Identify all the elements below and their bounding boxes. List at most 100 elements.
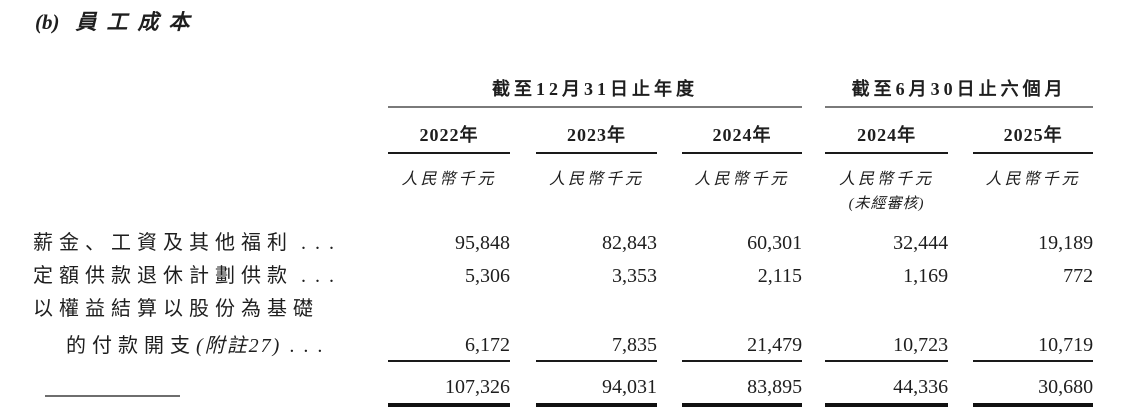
column-gap (802, 361, 825, 405)
footnote-separator-rule (45, 395, 180, 397)
column-gap (948, 225, 973, 258)
cell-value: 772 (1063, 265, 1094, 287)
column-gap (802, 324, 825, 361)
total-value: 44,336 (825, 361, 949, 407)
column-gap (510, 405, 536, 409)
double-rule-segment (973, 405, 1094, 409)
column-gap (510, 258, 536, 291)
column-gap (657, 153, 682, 225)
column-gap (802, 405, 825, 409)
column-gap (948, 324, 973, 361)
double-rule-segment (825, 405, 949, 409)
total-value: 94,031 (536, 361, 657, 407)
column-gap (948, 258, 973, 291)
table-row-salaries: 薪金、工資及其他福利. . . 95,848 82,843 60,301 32,… (30, 225, 1093, 258)
double-rule-segment (388, 405, 510, 409)
year-header-row: 2022年 2023年 2024年 2024年 2025年 (30, 107, 1094, 154)
dot-leader: . . . (301, 232, 336, 254)
column-gap (510, 153, 536, 225)
column-gap (802, 153, 825, 225)
table-row-equity-settled-line2: 的付款開支(附註27). . . 6,172 7,835 21,479 10,7… (30, 324, 1094, 362)
cell-value: 82,843 (602, 232, 657, 254)
dot-leader: . . . (301, 265, 336, 287)
year-header-2022: 2022年 (388, 107, 510, 154)
column-gap (510, 324, 536, 361)
column-gap (510, 225, 536, 258)
section-title-text: 員工成本 (75, 10, 200, 34)
row-label-equity-settled-line2: 的付款開支(附註27). . . (66, 335, 325, 357)
row-label-spacer (30, 153, 388, 225)
table-row-equity-settled-line1: 以權益結算以股份為基礎 (30, 291, 1093, 324)
row-label-spacer (30, 107, 388, 153)
unit-label: 人民幣千元 (839, 171, 935, 188)
row-label-spacer (30, 405, 388, 409)
column-gap (657, 258, 682, 291)
column-gap (948, 361, 973, 405)
column-gap (657, 225, 682, 258)
row-label-salaries: 薪金、工資及其他福利. . . (33, 232, 336, 254)
cell-value: 95,848 (455, 232, 510, 254)
year-header-2023: 2023年 (536, 107, 657, 154)
total-value: 30,680 (973, 361, 1094, 407)
cell-value: 60,301 (747, 232, 803, 254)
column-gap (802, 291, 825, 324)
cell-value: 10,723 (825, 324, 949, 362)
note-27-reference: (附註27) (196, 335, 282, 357)
unit-label: 人民幣千元 (401, 171, 497, 188)
employee-costs-table: 截至12月31日止年度 截至6月30日止六個月 2022年 2023年 2024… (30, 75, 1094, 409)
column-group-header-row: 截至12月31日止年度 截至6月30日止六個月 (30, 75, 1094, 108)
total-value: 83,895 (682, 361, 803, 407)
column-gap (948, 153, 973, 225)
column-gap (802, 225, 825, 258)
column-gap (802, 258, 825, 291)
totals-row: 107,326 94,031 83,895 44,336 30,680 (30, 361, 1094, 407)
double-rule-segment (682, 405, 803, 409)
cell-value: 6,172 (388, 324, 510, 362)
group-header-year-ended-dec31: 截至12月31日止年度 (388, 75, 803, 108)
cell-value: 3,353 (612, 265, 657, 287)
column-gap (802, 107, 825, 153)
cell-value: 21,479 (682, 324, 803, 362)
column-gap (657, 291, 682, 324)
unit-label: 人民幣千元 (985, 171, 1081, 188)
row-label-spacer (30, 75, 388, 107)
column-gap (657, 324, 682, 361)
total-value: 107,326 (388, 361, 510, 407)
cell-value: 10,719 (973, 324, 1094, 362)
cell-value: 1,169 (903, 265, 949, 287)
section-title-prefix: (b) (35, 10, 60, 34)
row-label-spacer (30, 361, 388, 405)
section-title: (b) 員工成本 (35, 6, 200, 36)
unit-label-with-unaudited-note: 人民幣千元 (未經審核) (825, 153, 948, 225)
column-gap (948, 405, 973, 409)
dot-leader: . . . (289, 335, 325, 357)
year-header-2025-interim: 2025年 (973, 107, 1094, 154)
year-header-2024-interim: 2024年 (825, 107, 949, 154)
unit-label: 人民幣千元 (694, 171, 790, 188)
column-gap (657, 107, 682, 153)
table-row-retirement-contributions: 定額供款退休計劃供款. . . 5,306 3,353 2,115 1,169 … (30, 258, 1093, 291)
cell-empty (682, 291, 802, 324)
unaudited-note: (未經審核) (848, 196, 925, 212)
double-rule-segment (536, 405, 657, 409)
cell-value: 7,835 (536, 324, 657, 362)
cell-value: 5,306 (465, 265, 510, 287)
column-gap (510, 361, 536, 405)
year-header-2024: 2024年 (682, 107, 803, 154)
cell-empty (536, 291, 657, 324)
cell-empty (825, 291, 948, 324)
cell-value: 19,189 (1038, 232, 1094, 254)
column-gap (510, 291, 536, 324)
double-rule-row (30, 405, 1094, 409)
cell-empty (973, 291, 1093, 324)
cell-value: 32,444 (893, 232, 949, 254)
unit-label: 人民幣千元 (548, 171, 644, 188)
group-header-six-months-jun30: 截至6月30日止六個月 (825, 75, 1094, 108)
row-label-retirement-contributions: 定額供款退休計劃供款. . . (33, 265, 336, 287)
column-gap (948, 291, 973, 324)
cell-empty (388, 291, 510, 324)
column-gap (510, 107, 536, 153)
column-gap (657, 361, 682, 405)
row-label-equity-settled-line1: 以權益結算以股份為基礎 (33, 298, 319, 320)
